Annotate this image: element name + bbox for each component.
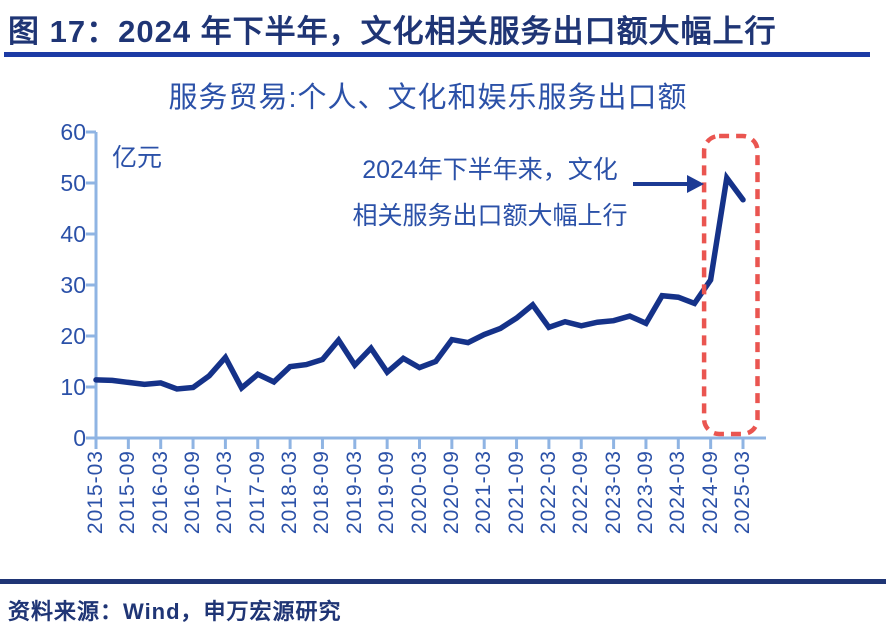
- annotation-line-1: 2024年下半年来，文化: [362, 156, 618, 184]
- chart-title: 服务贸易:个人、文化和娱乐服务出口额: [168, 82, 688, 114]
- y-axis-unit-label: 亿元: [112, 144, 163, 172]
- y-tick-label: 50: [60, 170, 86, 196]
- figure-title: 图 17：2024 年下半年，文化相关服务出口额大幅上行: [8, 14, 777, 49]
- x-tick-label: 2017-03: [213, 450, 237, 535]
- x-tick-label: 2020-09: [439, 450, 463, 535]
- x-tick-label: 2025-03: [731, 450, 754, 535]
- chart-annotation: 2024年下半年来，文化 相关服务出口额大幅上行: [325, 147, 655, 239]
- x-tick-label: 2022-03: [536, 450, 560, 535]
- y-tick-label: 60: [60, 119, 86, 145]
- x-tick-label: 2015-09: [116, 450, 140, 535]
- x-tick-label: 2019-09: [375, 450, 399, 535]
- x-tick-label: 2020-03: [407, 450, 431, 535]
- x-tick-label: 2019-03: [342, 450, 366, 535]
- x-tick-label: 2017-09: [245, 450, 269, 535]
- x-tick-label: 2021-09: [504, 450, 528, 535]
- x-tick-label: 2016-09: [181, 450, 205, 535]
- x-tick-label: 2015-03: [84, 450, 107, 535]
- x-tick-label: 2023-03: [601, 450, 625, 535]
- x-tick-label: 2023-09: [633, 450, 657, 535]
- highlight-box: [701, 133, 760, 437]
- y-tick-label: 10: [60, 374, 86, 400]
- source-note: 资料来源：Wind，申万宏源研究: [8, 599, 342, 624]
- bottom-rule: [0, 579, 886, 584]
- x-tick-label: 2024-03: [666, 450, 690, 535]
- x-tick-label: 2018-03: [278, 450, 302, 535]
- x-tick-label: 2016-03: [148, 450, 172, 535]
- title-rule: [4, 52, 870, 57]
- y-tick-label: 30: [60, 272, 86, 298]
- y-tick-label: 0: [73, 425, 86, 451]
- x-tick-label: 2021-03: [472, 450, 496, 535]
- y-tick-label: 20: [60, 323, 86, 349]
- annotation-line-2: 相关服务出口额大幅上行: [352, 202, 628, 230]
- y-tick-label: 40: [60, 221, 86, 247]
- x-tick-label: 2024-09: [698, 450, 722, 535]
- x-tick-label: 2018-09: [310, 450, 334, 535]
- x-tick-label: 2022-09: [569, 450, 593, 535]
- annotation-arrow-head: [687, 175, 704, 193]
